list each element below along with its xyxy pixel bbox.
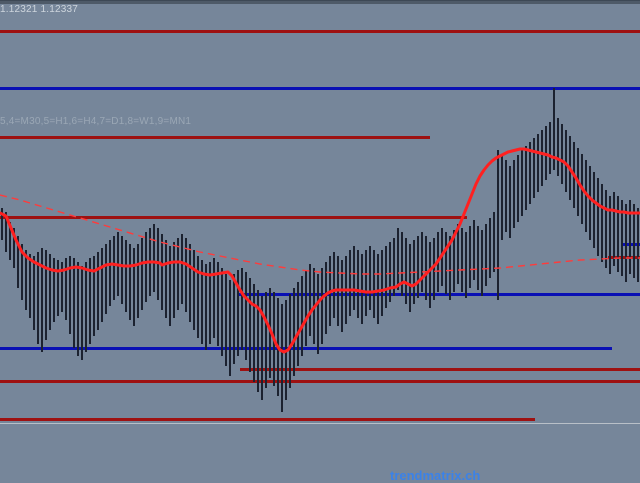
level-line-resistance-3 xyxy=(0,136,430,139)
level-line-resistance-2 xyxy=(0,87,640,90)
moving-average-slow-line xyxy=(0,194,640,275)
price-quote: 1.12321 1.12337 xyxy=(0,4,79,15)
level-line-support-1 xyxy=(237,293,640,296)
level-line-support-4 xyxy=(0,380,640,383)
level-line-resistance-4 xyxy=(0,216,467,219)
level-line-resistance-1 xyxy=(0,30,640,33)
timeframe-legend: 5,4=M30,5=H1,6=H4,7=D1,8=W1,9=MN1 xyxy=(0,116,192,127)
window-top-strip xyxy=(0,0,640,4)
level-line-level-6 xyxy=(608,256,640,259)
level-line-support-5 xyxy=(0,418,535,421)
moving-average-fast-line xyxy=(0,147,640,354)
window-top-highlight xyxy=(0,0,640,1)
footer-watermark: trendmatrix.ch xyxy=(390,468,481,483)
level-line-support-3 xyxy=(240,368,640,371)
level-line-support-2 xyxy=(0,347,612,350)
bottom-separator xyxy=(0,423,640,424)
ohlc-bars xyxy=(1,88,639,412)
